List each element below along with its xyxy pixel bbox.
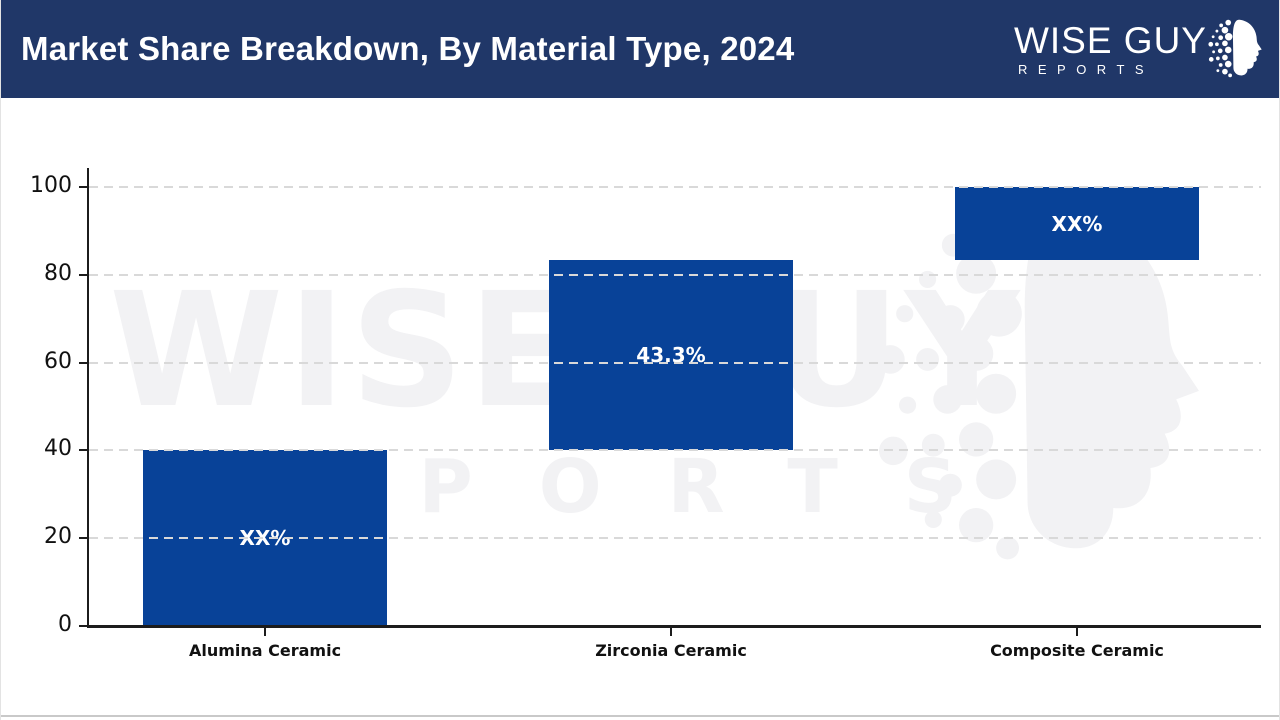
x-tick-label-alumina-ceramic: Alumina Ceramic [188,641,342,660]
y-tick-mark-20 [79,537,87,540]
bar-value-label-alumina-ceramic: XX% [239,526,291,551]
y-tick-label-20: 20 [44,524,72,550]
bar-zirconia-ceramic: 43.3% [549,260,793,451]
y-axis-line [87,168,89,628]
wiseguy-logo: WISE GUY REPORTS [1014,12,1265,86]
page-bottom-border [1,715,1279,717]
y-tick-mark-0 [79,625,87,627]
plot-area: XX% 43.3% XX% [79,140,1261,628]
y-tick-label-100: 100 [30,173,72,198]
bars-layer: XX% 43.3% XX% [89,140,1261,626]
bar-alumina-ceramic: XX% [143,450,387,626]
header: Market Share Breakdown, By Material Type… [1,0,1279,98]
logo-subtitle: REPORTS [1017,61,1155,77]
y-tick-mark-100 [79,186,87,188]
y-tick-label-80: 80 [44,260,72,286]
x-tick-mark-zirconia-ceramic [670,627,672,636]
bar-value-label-zirconia-ceramic: 43.3% [636,343,706,368]
x-tick-label-composite-ceramic: Composite Ceramic [990,641,1164,660]
x-tick-mark-composite-ceramic [1076,627,1078,636]
bar-composite-ceramic: XX% [955,187,1199,261]
x-axis-labels: Alumina Ceramic Zirconia Ceramic Composite… [89,627,1261,687]
logo-face-icon [1199,12,1265,86]
logo-wordmark: WISE GUY [1013,19,1207,61]
x-tick-mark-alumina-ceramic [264,627,266,636]
bar-value-label-composite-ceramic: XX% [1051,211,1103,236]
y-tick-mark-40 [79,449,87,452]
y-axis-ticks: 0 20 40 60 80 100 [1,140,79,637]
y-tick-label-0: 0 [58,612,72,637]
y-tick-label-60: 60 [44,348,72,374]
y-tick-mark-60 [79,361,87,364]
logo-text: WISE GUY REPORTS [1014,22,1207,77]
y-tick-label-40: 40 [44,436,72,462]
x-tick-label-zirconia-ceramic: Zirconia Ceramic [595,641,747,660]
y-tick-mark-80 [79,273,87,276]
page-title: Market Share Breakdown, By Material Type… [21,30,795,67]
